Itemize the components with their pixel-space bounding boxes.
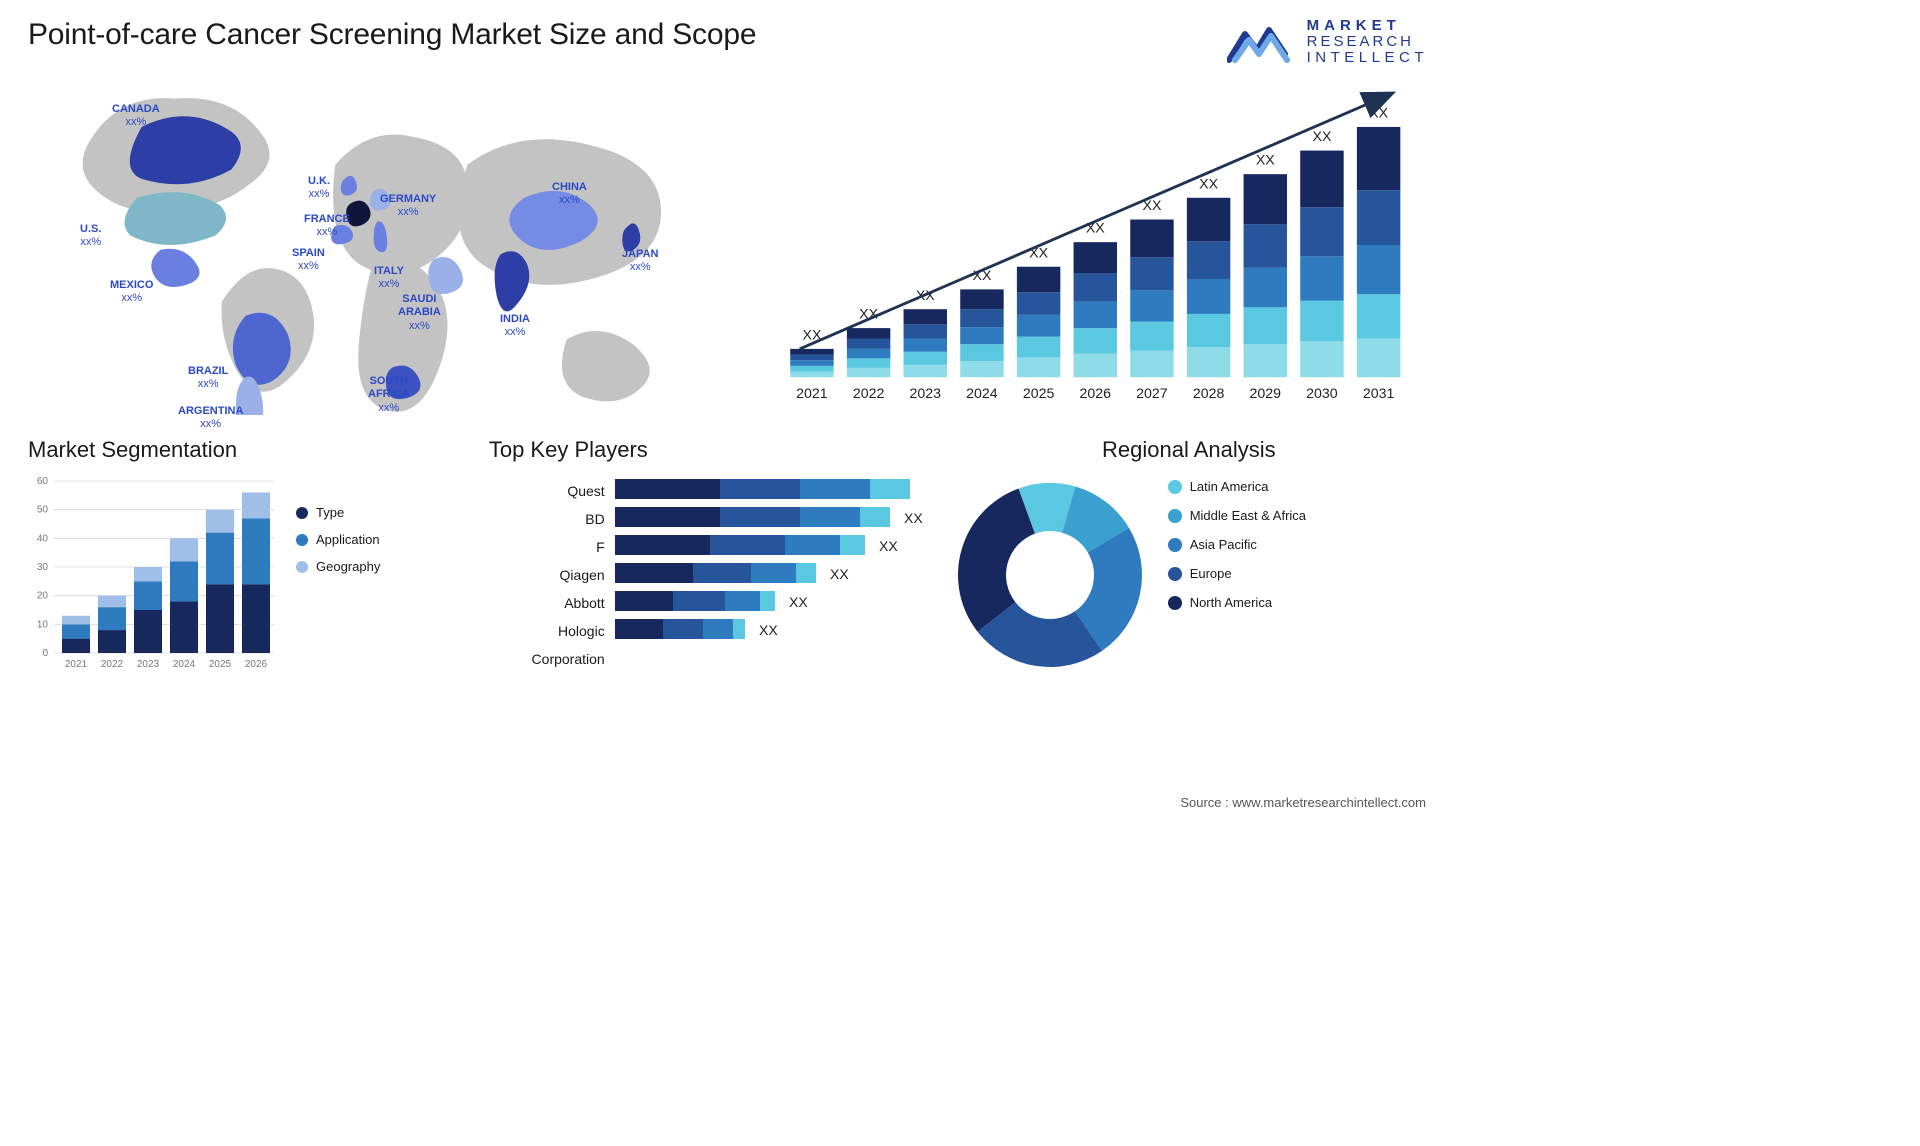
svg-text:2025: 2025: [1023, 386, 1055, 402]
svg-text:2021: 2021: [65, 659, 88, 670]
logo-line-3: INTELLECT: [1307, 50, 1428, 66]
svg-text:40: 40: [37, 534, 49, 545]
growth-bar-chart: XX2021XX2022XX2023XX2024XX2025XX2026XX20…: [738, 75, 1428, 415]
svg-text:XX: XX: [1369, 106, 1388, 122]
svg-text:XX: XX: [904, 510, 923, 526]
svg-text:2031: 2031: [1363, 386, 1395, 402]
svg-text:0: 0: [42, 648, 48, 659]
svg-text:50: 50: [37, 505, 49, 516]
svg-text:2029: 2029: [1250, 386, 1282, 402]
svg-text:2023: 2023: [137, 659, 160, 670]
map-label: JAPANxx%: [622, 248, 658, 274]
map-label: U.K.xx%: [308, 175, 330, 201]
logo-line-1: MARKET: [1307, 18, 1428, 34]
map-label: SPAINxx%: [292, 247, 325, 273]
players-chart: XXXXXXXXXXXX: [615, 475, 924, 647]
map-label: CHINAxx%: [552, 181, 587, 207]
player-name: F: [489, 533, 605, 561]
players-panel: Top Key Players QuestBDFQiagenAbbottHolo…: [489, 437, 924, 675]
segmentation-panel: Market Segmentation 0 10 20 30 40 50 60 2021 202…: [28, 437, 463, 675]
player-name: Abbott: [489, 589, 605, 617]
svg-text:XX: XX: [879, 538, 898, 554]
brand-logo: MARKET RESEARCH INTELLECT: [1227, 18, 1428, 65]
regional-legend-row: Asia Pacific: [1168, 537, 1306, 552]
map-label: SAUDIARABIAxx%: [398, 293, 441, 333]
svg-text:2024: 2024: [966, 386, 998, 402]
svg-text:2023: 2023: [910, 386, 942, 402]
svg-text:20: 20: [37, 591, 49, 602]
map-label: ARGENTINAxx%: [178, 405, 243, 431]
svg-text:XX: XX: [1256, 153, 1275, 169]
svg-text:XX: XX: [759, 622, 778, 638]
svg-text:2022: 2022: [101, 659, 124, 670]
world-map: CANADAxx%U.S.xx%MEXICOxx%BRAZILxx%ARGENT…: [28, 75, 718, 415]
regional-legend-row: Middle East & Africa: [1168, 508, 1306, 523]
map-label: BRAZILxx%: [188, 365, 228, 391]
svg-text:60: 60: [37, 476, 49, 487]
player-name: Quest: [489, 477, 605, 505]
regional-title: Regional Analysis: [950, 437, 1428, 463]
svg-text:2021: 2021: [796, 386, 828, 402]
logo-icon: [1227, 20, 1297, 64]
svg-text:2028: 2028: [1193, 386, 1225, 402]
svg-text:2030: 2030: [1306, 386, 1338, 402]
source-text: Source : www.marketresearchintellect.com: [1180, 795, 1426, 810]
players-title: Top Key Players: [489, 437, 924, 463]
svg-text:XX: XX: [789, 594, 808, 610]
svg-text:2024: 2024: [173, 659, 196, 670]
regional-legend-row: Latin America: [1168, 479, 1306, 494]
segmentation-chart: 0 10 20 30 40 50 60 2021 2022 2023 2024 2025 2026: [28, 475, 278, 675]
segmentation-title: Market Segmentation: [28, 437, 463, 463]
regional-legend-row: North America: [1168, 595, 1306, 610]
map-label: FRANCExx%: [304, 213, 350, 239]
segmentation-legend-row: Geography: [296, 559, 380, 574]
svg-text:2022: 2022: [853, 386, 885, 402]
segmentation-legend-row: Type: [296, 505, 380, 520]
svg-text:30: 30: [37, 562, 49, 573]
segmentation-legend: Type Application Geography: [296, 475, 380, 675]
svg-text:XX: XX: [1199, 177, 1218, 193]
map-label: ITALYxx%: [374, 265, 404, 291]
svg-text:2027: 2027: [1136, 386, 1168, 402]
regional-legend-row: Europe: [1168, 566, 1306, 581]
player-name: Qiagen: [489, 561, 605, 589]
svg-text:2026: 2026: [1080, 386, 1112, 402]
svg-text:2026: 2026: [245, 659, 268, 670]
players-labels: QuestBDFQiagenAbbottHologic Corporation: [489, 475, 605, 647]
svg-text:XX: XX: [830, 566, 849, 582]
map-label: MEXICOxx%: [110, 279, 153, 305]
regional-donut: [950, 475, 1150, 675]
map-label: GERMANYxx%: [380, 193, 436, 219]
logo-line-2: RESEARCH: [1307, 34, 1428, 50]
map-label: CANADAxx%: [112, 103, 160, 129]
regional-legend: Latin America Middle East & Africa Asia Pa…: [1168, 475, 1306, 624]
svg-text:2025: 2025: [209, 659, 232, 670]
page-title: Point-of-care Cancer Screening Market Si…: [28, 18, 756, 52]
svg-text:XX: XX: [1312, 129, 1331, 145]
map-label: SOUTHAFRICAxx%: [368, 375, 410, 415]
player-name: Hologic Corporation: [489, 617, 605, 645]
map-label: INDIAxx%: [500, 313, 530, 339]
player-name: BD: [489, 505, 605, 533]
map-label: U.S.xx%: [80, 223, 101, 249]
segmentation-legend-row: Application: [296, 532, 380, 547]
svg-text:10: 10: [37, 620, 49, 631]
regional-panel: Regional Analysis Latin America Middle Ea…: [950, 437, 1428, 675]
